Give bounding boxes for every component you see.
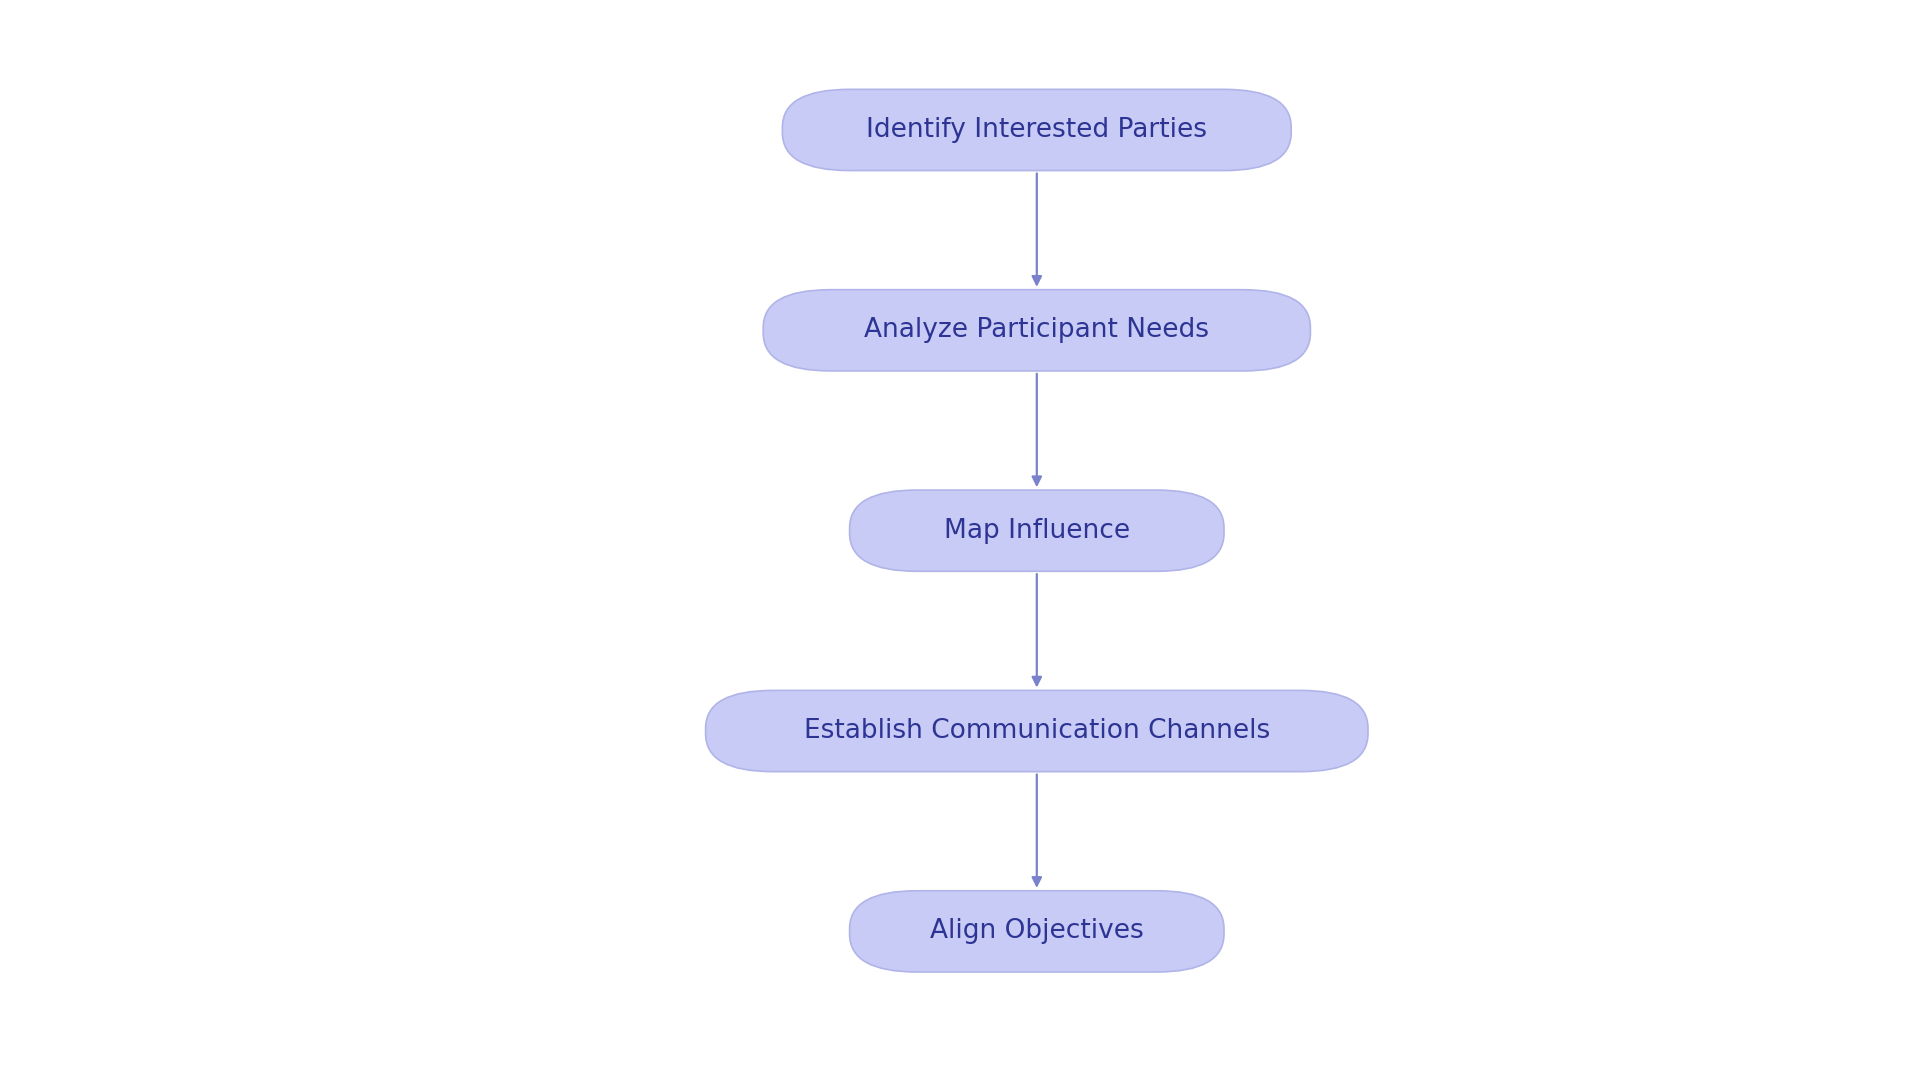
FancyBboxPatch shape (707, 691, 1367, 771)
Text: Identify Interested Parties: Identify Interested Parties (866, 117, 1208, 143)
Text: Analyze Participant Needs: Analyze Participant Needs (864, 317, 1210, 343)
Text: Align Objectives: Align Objectives (929, 918, 1144, 944)
Text: Establish Communication Channels: Establish Communication Channels (804, 718, 1269, 744)
FancyBboxPatch shape (849, 890, 1225, 973)
FancyBboxPatch shape (783, 90, 1292, 170)
FancyBboxPatch shape (849, 490, 1225, 572)
Text: Map Influence: Map Influence (945, 518, 1129, 544)
FancyBboxPatch shape (764, 289, 1309, 370)
